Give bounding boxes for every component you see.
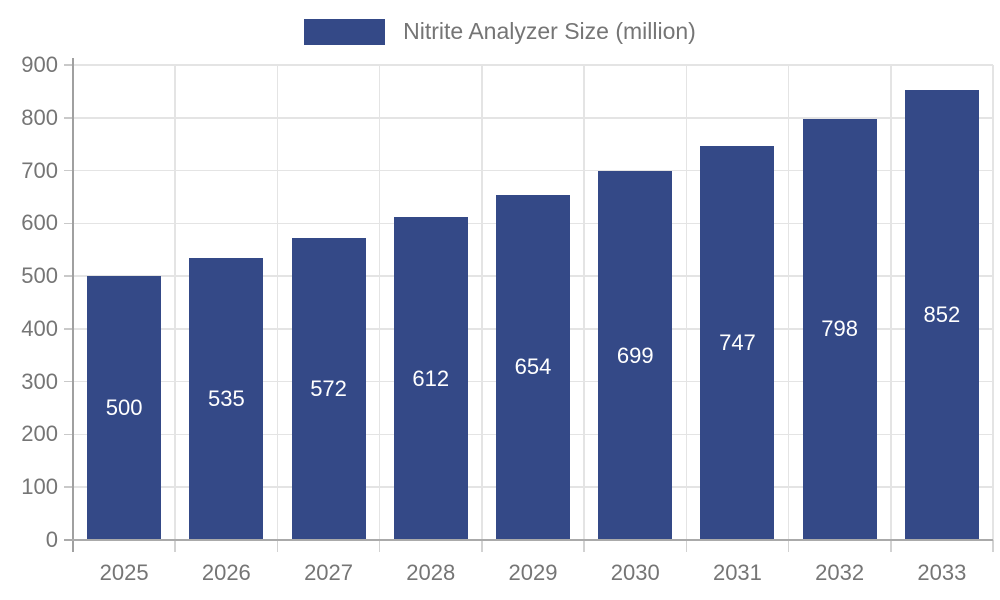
y-axis-tick <box>64 380 73 383</box>
x-axis-tick <box>787 540 790 552</box>
gridline-vertical <box>992 65 994 540</box>
x-tick-label: 2030 <box>610 560 660 585</box>
x-tick-label: 2028 <box>406 560 456 585</box>
y-tick-label: 0 <box>45 527 58 552</box>
bar-value-label: 500 <box>105 395 143 421</box>
bar-value-label: 572 <box>310 376 347 402</box>
y-tick-label: 200 <box>21 421 58 447</box>
bar-value-label: 654 <box>514 354 552 380</box>
gridline-vertical <box>378 65 381 540</box>
x-axis-line <box>64 539 993 541</box>
bar <box>291 238 366 540</box>
bar-value-label: 852 <box>923 302 961 328</box>
gridline-horizontal <box>73 169 993 172</box>
gridline-vertical <box>890 65 892 540</box>
bar-value-label: 699 <box>616 342 654 368</box>
legend-label: Nitrite Analyzer Size (million) <box>403 18 696 44</box>
x-tick-label: 2027 <box>304 560 354 585</box>
x-tick-label: 2033 <box>917 560 967 585</box>
gridline-horizontal <box>73 117 993 119</box>
bar <box>189 257 264 540</box>
x-axis-tick <box>481 540 483 552</box>
x-tick-label: 2026 <box>201 560 251 585</box>
bar <box>393 217 468 540</box>
y-axis-line <box>72 58 74 552</box>
x-axis-tick <box>685 540 688 552</box>
bar <box>495 194 571 540</box>
y-tick-label: 800 <box>21 104 58 130</box>
y-tick-label: 700 <box>21 157 58 183</box>
x-axis-tick <box>174 540 176 552</box>
y-axis-tick <box>64 64 73 66</box>
y-axis-tick <box>64 328 73 330</box>
bar <box>87 276 162 540</box>
gridline-vertical <box>481 65 483 540</box>
legend: Nitrite Analyzer Size (million) <box>0 18 1000 45</box>
gridline-vertical <box>583 65 585 540</box>
x-axis-tick <box>276 540 279 552</box>
y-tick-label: 300 <box>21 368 58 394</box>
x-tick-label: 2031 <box>712 560 762 585</box>
y-tick-label: 400 <box>21 315 58 341</box>
y-tick-label: 900 <box>21 52 58 77</box>
x-tick-label: 2032 <box>815 560 865 585</box>
x-axis-tick <box>992 540 994 552</box>
y-tick-label: 100 <box>21 474 58 500</box>
y-axis-tick <box>64 169 73 172</box>
y-axis-tick <box>64 433 73 436</box>
gridline-vertical <box>276 65 279 540</box>
bar <box>904 90 979 540</box>
y-tick-label: 600 <box>21 210 58 236</box>
legend-swatch <box>304 18 386 45</box>
bar-value-label: 535 <box>207 385 245 411</box>
x-axis-tick <box>378 540 381 552</box>
bar-value-label: 798 <box>821 316 859 342</box>
gridline-horizontal <box>73 64 993 66</box>
x-axis-tick <box>890 540 892 552</box>
x-axis-tick <box>583 540 585 552</box>
y-axis-tick <box>64 486 73 488</box>
bar <box>700 145 775 540</box>
y-axis-tick <box>64 222 73 225</box>
x-tick-label: 2029 <box>508 560 558 585</box>
x-tick-label: 2025 <box>99 560 149 585</box>
bar <box>802 118 877 540</box>
gridline-vertical <box>174 65 176 540</box>
gridline-vertical <box>685 65 688 540</box>
y-tick-label: 500 <box>21 263 58 289</box>
bar-value-label: 612 <box>412 365 450 391</box>
y-axis-tick <box>64 275 73 277</box>
bar <box>598 171 673 540</box>
bar-value-label: 747 <box>719 329 756 355</box>
gridline-vertical <box>787 65 790 540</box>
y-axis-tick <box>64 117 73 119</box>
